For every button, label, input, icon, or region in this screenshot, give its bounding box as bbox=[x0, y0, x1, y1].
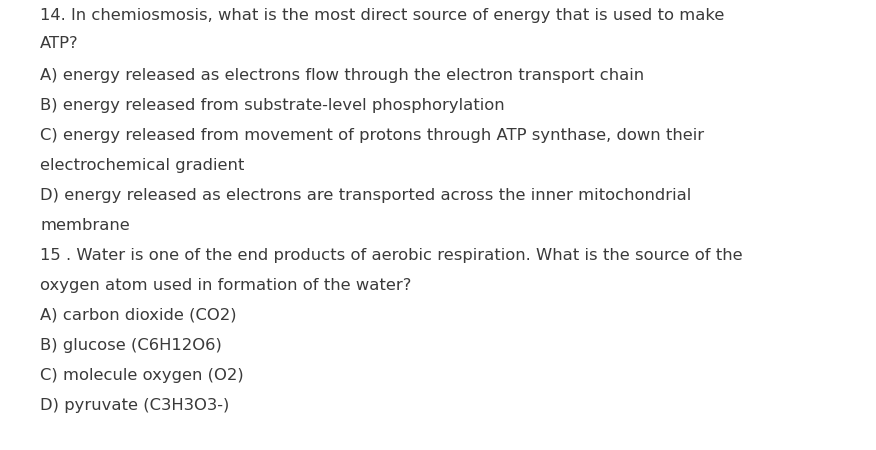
Text: oxygen atom used in formation of the water?: oxygen atom used in formation of the wat… bbox=[40, 278, 412, 293]
Text: B) energy released from substrate-level phosphorylation: B) energy released from substrate-level … bbox=[40, 98, 505, 113]
Text: ATP?: ATP? bbox=[40, 36, 79, 51]
Text: B) glucose (C6H12O6): B) glucose (C6H12O6) bbox=[40, 338, 222, 353]
Text: membrane: membrane bbox=[40, 218, 130, 233]
Text: C) energy released from movement of protons through ATP synthase, down their: C) energy released from movement of prot… bbox=[40, 128, 704, 143]
Text: electrochemical gradient: electrochemical gradient bbox=[40, 158, 244, 173]
Text: 15 . Water is one of the end products of aerobic respiration. What is the source: 15 . Water is one of the end products of… bbox=[40, 248, 743, 263]
Text: A) carbon dioxide (CO2): A) carbon dioxide (CO2) bbox=[40, 308, 237, 323]
Text: C) molecule oxygen (O2): C) molecule oxygen (O2) bbox=[40, 368, 244, 383]
Text: A) energy released as electrons flow through the electron transport chain: A) energy released as electrons flow thr… bbox=[40, 68, 644, 83]
Text: D) pyruvate (C3H3O3-): D) pyruvate (C3H3O3-) bbox=[40, 398, 230, 413]
Text: D) energy released as electrons are transported across the inner mitochondrial: D) energy released as electrons are tran… bbox=[40, 188, 691, 203]
Text: 14. In chemiosmosis, what is the most direct source of energy that is used to ma: 14. In chemiosmosis, what is the most di… bbox=[40, 8, 724, 23]
